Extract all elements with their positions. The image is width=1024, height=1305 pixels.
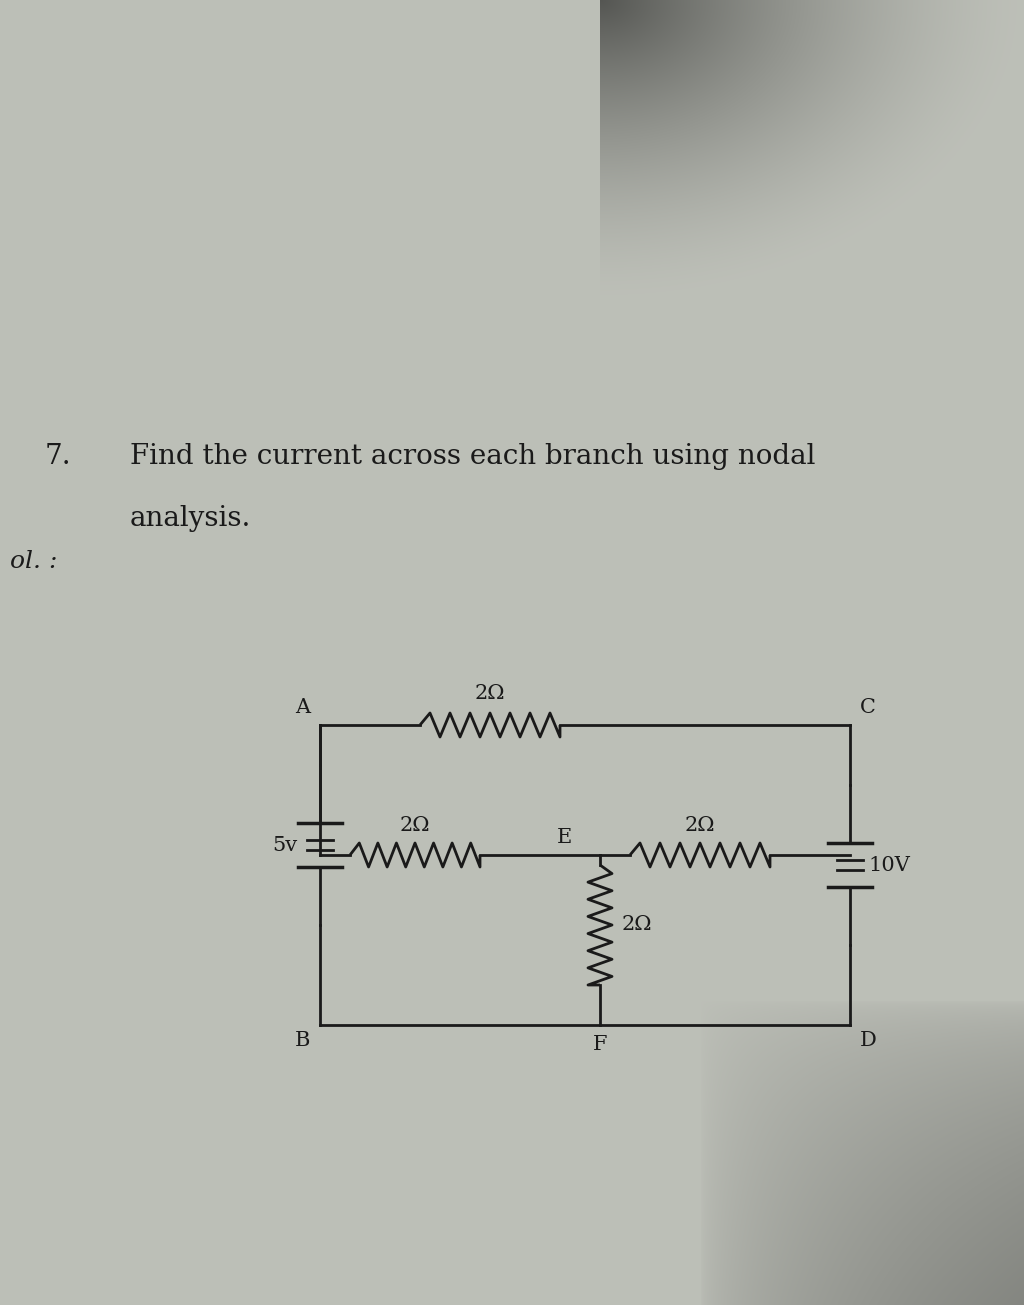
Text: 7.: 7. bbox=[45, 442, 72, 470]
Text: B: B bbox=[295, 1031, 310, 1051]
Text: Find the current across each branch using nodal: Find the current across each branch usin… bbox=[130, 442, 815, 470]
Text: 2Ω: 2Ω bbox=[475, 684, 505, 703]
Text: 2Ω: 2Ω bbox=[622, 916, 652, 934]
Text: 2Ω: 2Ω bbox=[685, 816, 715, 835]
Text: 10V: 10V bbox=[868, 856, 910, 874]
Text: A: A bbox=[295, 698, 310, 716]
Text: F: F bbox=[593, 1035, 607, 1054]
Text: ol. :: ol. : bbox=[10, 549, 57, 573]
Text: C: C bbox=[860, 698, 876, 716]
Text: analysis.: analysis. bbox=[130, 505, 251, 532]
Text: 2Ω: 2Ω bbox=[399, 816, 430, 835]
Text: 5v: 5v bbox=[272, 835, 298, 855]
Text: E: E bbox=[557, 827, 572, 847]
Text: D: D bbox=[860, 1031, 877, 1051]
